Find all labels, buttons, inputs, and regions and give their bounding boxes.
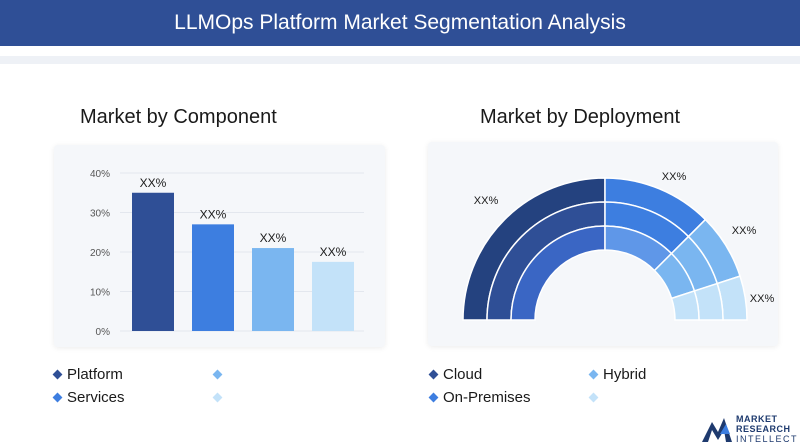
slice-data-label: XX% — [662, 171, 687, 183]
legend-item: Services — [52, 389, 125, 406]
bar — [192, 224, 234, 331]
deployment-section-title: Market by Deployment — [480, 106, 681, 128]
y-tick-label: 20% — [90, 248, 110, 259]
page-header: LLMOps Platform Market Segmentation Anal… — [0, 0, 800, 46]
header-divider — [0, 56, 800, 64]
bar-data-label: XX% — [140, 176, 167, 190]
y-tick-label: 0% — [96, 327, 111, 338]
legend-label: On-Premises — [443, 389, 531, 406]
legend-marker-icon — [428, 369, 439, 379]
legend-label: Cloud — [443, 366, 483, 383]
legend-label: Hybrid — [603, 366, 647, 383]
legend-item — [212, 389, 227, 406]
legend-item — [588, 389, 603, 406]
legend-marker-icon — [52, 369, 63, 379]
deployment-legend: Cloud Hybrid On-Premises — [428, 366, 748, 416]
slice-data-label: XX% — [750, 293, 775, 305]
legend-item: Hybrid — [588, 366, 647, 383]
legend-item: Cloud — [428, 366, 483, 383]
legend-marker-icon — [52, 392, 63, 402]
component-legend: Platform Services — [52, 366, 372, 416]
legend-label: Services — [67, 389, 125, 406]
bar-data-label: XX% — [200, 207, 227, 221]
legend-item: On-Premises — [428, 389, 531, 406]
deployment-chart-panel: XX% XX% XX% XX% — [428, 142, 778, 346]
bar — [252, 248, 294, 331]
slice-data-label: XX% — [474, 195, 499, 207]
y-tick-label: 10% — [90, 288, 110, 299]
component-chart-panel: 0% 10% 20% 30% 40% XX% XX% XX% XX% — [54, 145, 385, 347]
bar — [312, 261, 354, 331]
logo-mark-icon — [702, 418, 732, 442]
logo-text: MARKET RESEARCH INTELLECT — [736, 414, 799, 444]
bar — [132, 192, 174, 331]
component-bar-chart: 0% 10% 20% 30% 40% XX% XX% XX% XX% — [90, 169, 364, 338]
legend-marker-icon — [588, 392, 599, 402]
y-tick-label: 30% — [90, 209, 110, 220]
bar-data-label: XX% — [320, 245, 347, 259]
legend-item — [212, 366, 227, 383]
page-title: LLMOps Platform Market Segmentation Anal… — [174, 11, 626, 34]
legend-marker-icon — [212, 369, 223, 379]
y-tick-label: 40% — [90, 169, 110, 180]
donut-slice — [670, 290, 700, 321]
legend-label: Platform — [67, 366, 123, 383]
legend-item: Platform — [52, 366, 123, 383]
legend-marker-icon — [428, 392, 439, 402]
legend-marker-icon — [212, 392, 223, 402]
deployment-donut-chart: XX% XX% XX% XX% — [462, 171, 775, 321]
slice-data-label: XX% — [732, 225, 757, 237]
bar-data-label: XX% — [260, 231, 287, 245]
company-logo: MARKET RESEARCH INTELLECT — [700, 412, 799, 444]
component-section-title: Market by Component — [80, 106, 277, 128]
legend-marker-icon — [588, 369, 599, 379]
